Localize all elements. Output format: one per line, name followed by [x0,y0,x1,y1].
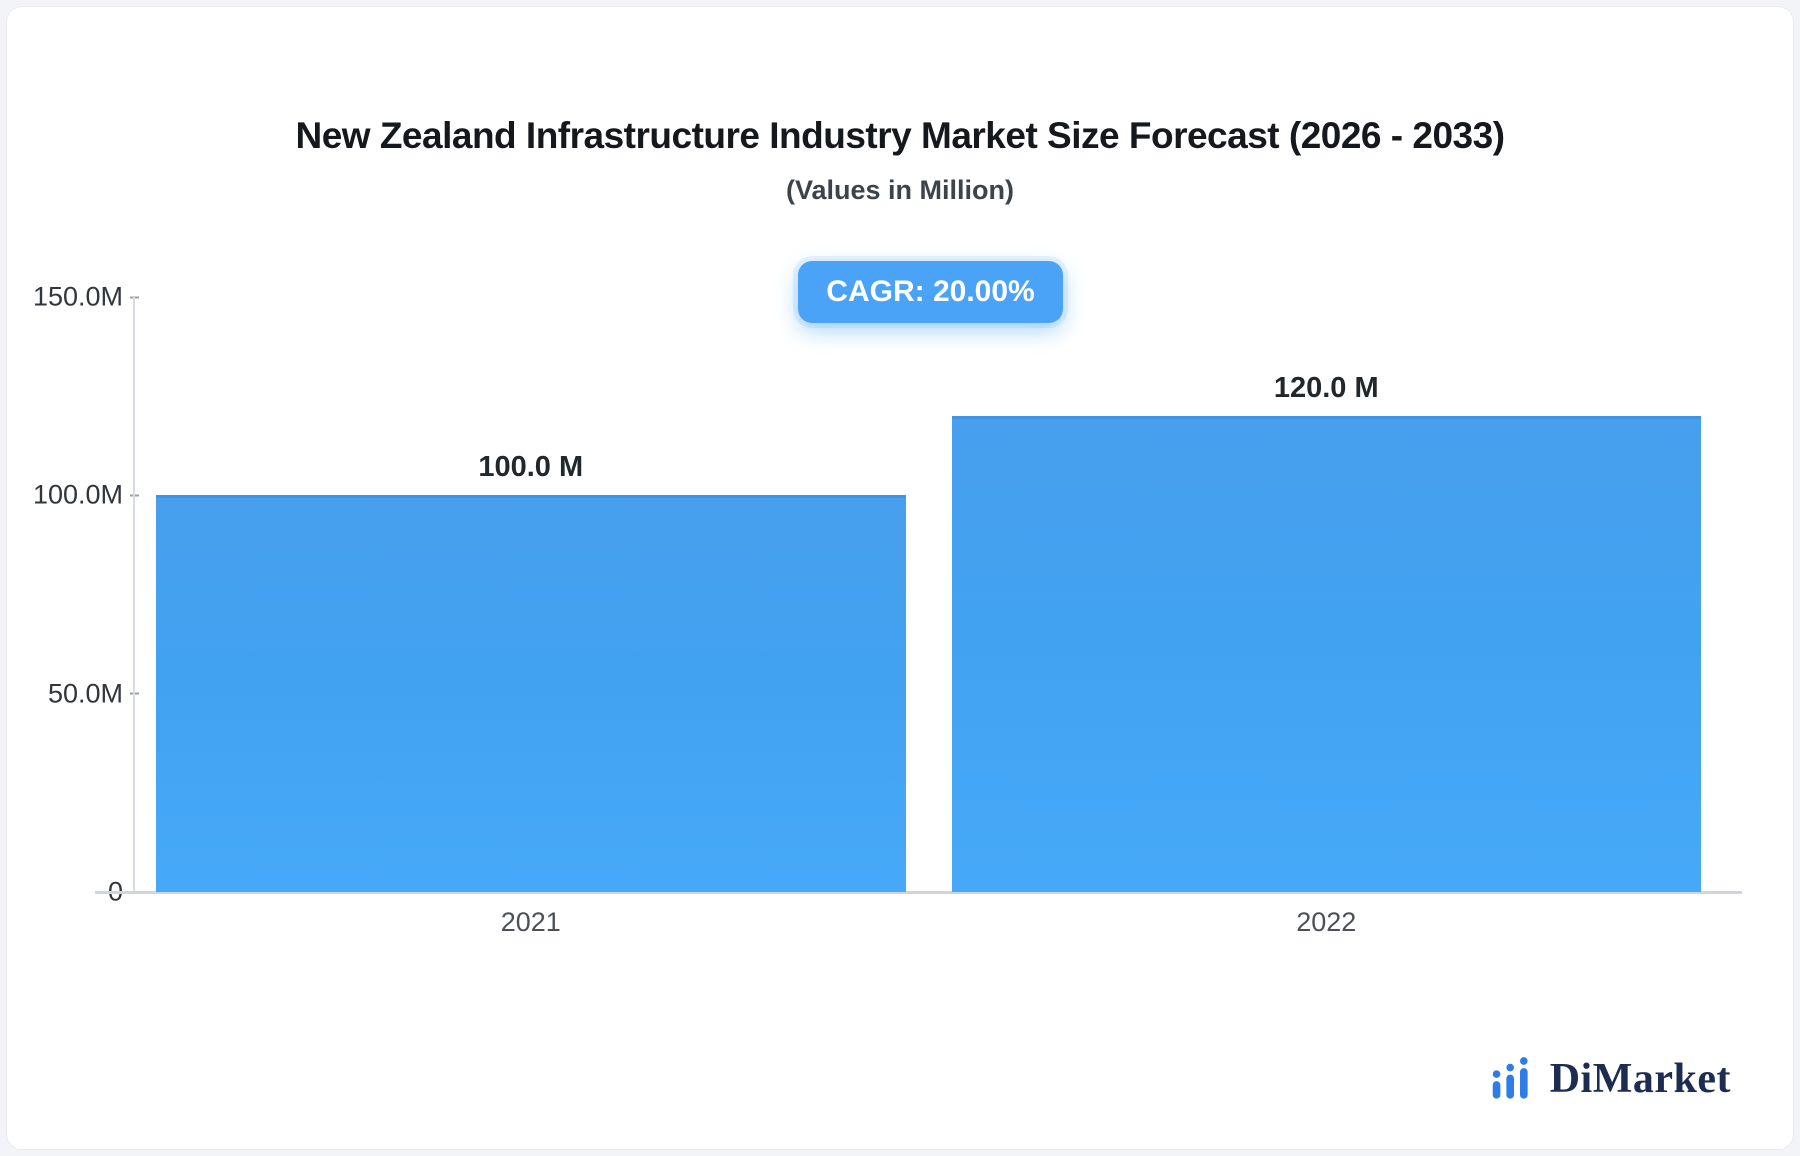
chart-subtitle: (Values in Million) [785,175,1015,205]
x-tick-label-2022: 2022 [1296,907,1357,937]
chart-title: New Zealand Infrastructure Industry Mark… [295,115,1505,156]
bar-value-label-2021: 100.0 M [478,451,584,484]
cagr-badge: CAGR: 20.00% [798,261,1063,323]
y-axis-line [133,297,135,892]
y-axis: 150.0M 100.0M 50.0M 0 [7,282,139,907]
y-tick-100: 100.0M [33,480,139,511]
bars-container: 100.0 M 120.0 M [133,297,1742,892]
brand-logo: DiMarket [1490,1055,1731,1103]
y-tick-label: 50.0M [47,678,123,709]
brand-name: DiMarket [1549,1056,1731,1102]
bar-chart-icon [1492,1057,1528,1099]
bar-2021: 100.0 M [156,451,906,892]
cagr-badge-row: CAGR: 20.00% [133,261,1728,323]
plot-area: 100.0 M 120.0 M [95,297,1742,894]
chart-card: New Zealand Infrastructure Industry Mark… [6,6,1794,1150]
bar-value-label-2022: 120.0 M [1273,372,1379,404]
y-tick-150: 150.0M [33,282,139,313]
y-tick-50: 50.0M [37,678,139,709]
y-tick-label: 100.0M [32,479,123,510]
bar-group-2021: 100.0 M [156,297,906,892]
x-tick-label-2021: 2021 [500,907,561,937]
bar-2022: 120.0 M [951,372,1701,892]
bar-group-2022: 120.0 M [951,297,1701,892]
y-tick-label: 150.0M [32,281,123,312]
x-axis-line [95,891,1742,894]
x-axis-labels: 2021 2022 [133,907,1742,938]
